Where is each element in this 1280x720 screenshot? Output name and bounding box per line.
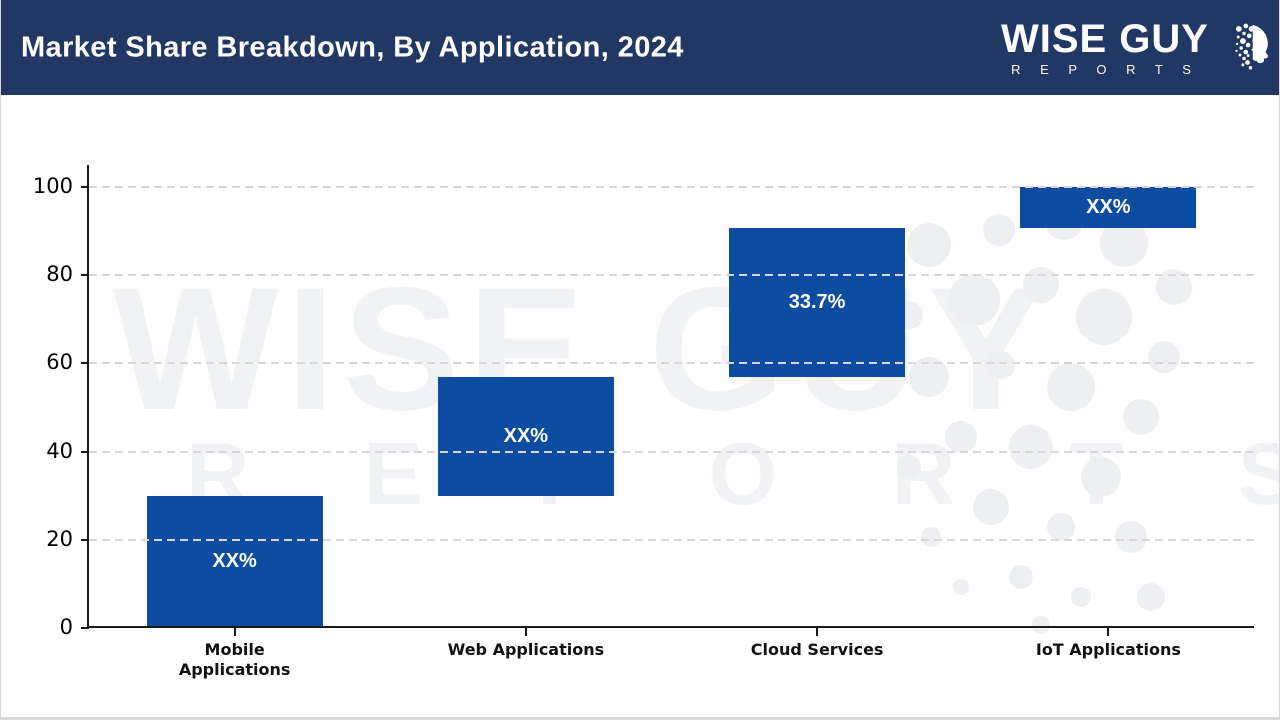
x-axis-category-label: IoT Applications [1035,640,1181,659]
x-tick-mark [524,628,527,636]
y-axis-line [87,165,89,628]
bar-value-label: XX% [503,424,549,447]
y-tick-label: 80 [46,262,73,287]
bar-value-label: 33.7% [788,290,846,313]
wiseguy-face-icon [1235,23,1268,70]
x-axis-category-label: Mobile Applications [178,640,291,679]
y-tick-mark [81,538,89,541]
bar-web-applications: XX% [437,376,614,496]
bar-iot-applications: XX% [1020,187,1197,228]
gridline [89,450,1254,453]
x-axis-category-label: Web Applications [447,640,605,659]
y-tick-label: 40 [46,438,73,463]
x-axis-line [87,626,1254,628]
y-tick-mark [81,627,89,629]
y-tick-mark [81,274,89,277]
watermark-face-dots [895,205,1192,634]
y-tick-label: 100 [32,174,73,198]
x-tick-mark [233,628,236,636]
x-tick-mark [816,628,819,636]
plot-area: 0 20 40 60 80 100 XX% Mobile Applications XX% Web… [33,174,1254,679]
wiseguy-logo-text: WISE GUY R E P O R T S [1001,19,1209,77]
y-tick-label: 20 [46,526,73,551]
gridline [89,538,1254,541]
bar-value-label: XX% [212,550,257,573]
gridline [89,362,1254,365]
y-tick-mark [81,362,89,365]
y-tick-label: 60 [46,350,73,375]
page-title: Market Share Breakdown, By Application, … [21,31,684,63]
header-bar: Market Share Breakdown, By Application, … [1,0,1279,95]
y-tick-label: 0 [59,615,73,639]
wiseguy-logo-line1: WISE GUY [1000,17,1209,61]
gridline [89,186,1254,188]
wiseguy-logo: WISE GUY R E P O R T S [1001,8,1269,88]
y-tick-mark [81,450,89,453]
y-tick-mark [81,186,89,188]
wiseguy-logo-line2: R E P O R T S [1011,62,1199,77]
bar-cloud-services: 33.7% [729,228,906,377]
bar-value-label: XX% [1086,196,1131,218]
x-tick-mark [1107,628,1110,636]
gridline [89,274,1254,277]
x-axis-category-label: Cloud Services [750,640,884,659]
bar-mobile-applications: XX% [146,495,323,628]
